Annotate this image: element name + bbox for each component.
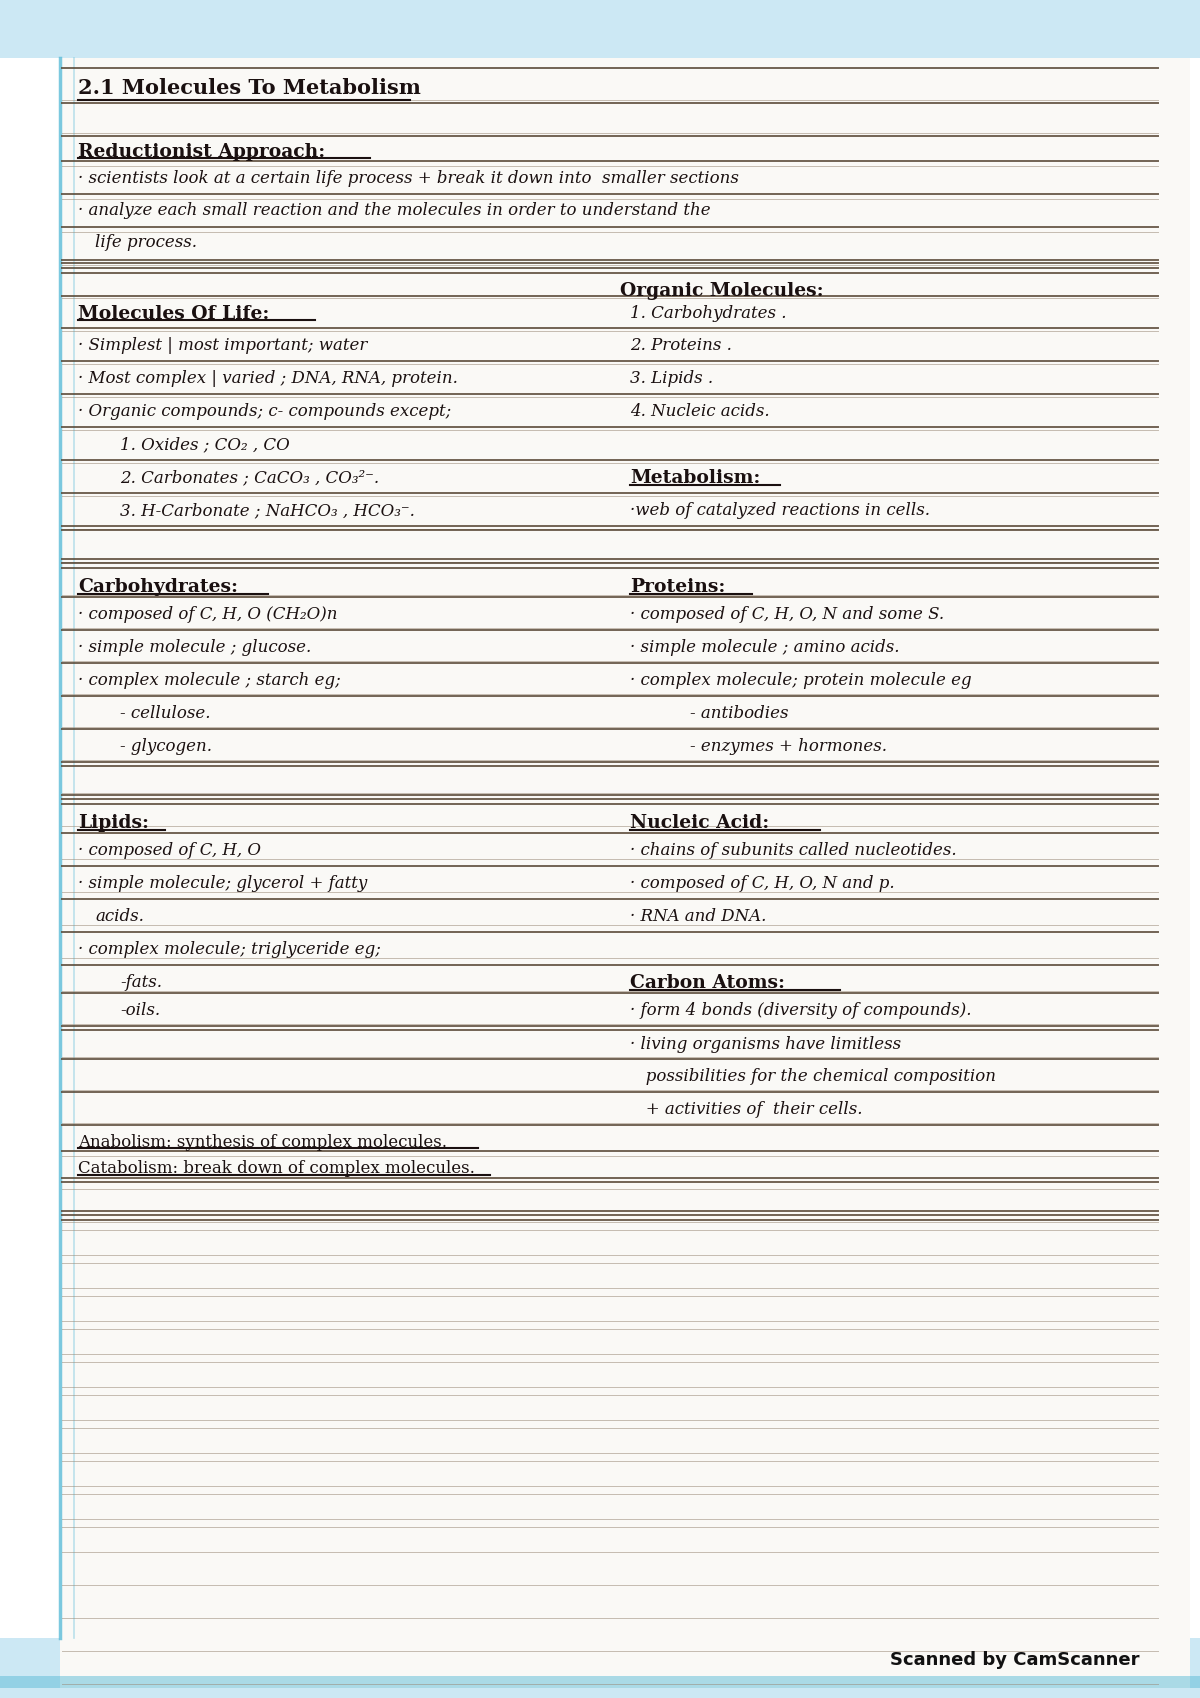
Text: + activities of  their cells.: + activities of their cells. (630, 1100, 863, 1117)
Text: ·web of catalyzed reactions in cells.: ·web of catalyzed reactions in cells. (630, 503, 930, 520)
Text: · composed of C, H, O, N and p.: · composed of C, H, O, N and p. (630, 874, 895, 891)
Bar (0, 1676, 1200, 1688)
Bar (0, 0, 1200, 58)
Text: 2.1 Molecules To Metabolism: 2.1 Molecules To Metabolism (78, 78, 421, 98)
Text: -oils.: -oils. (120, 1002, 160, 1019)
Text: · composed of C, H, O: · composed of C, H, O (78, 842, 262, 859)
Text: 2. Carbonates ; CaCO₃ , CO₃²⁻.: 2. Carbonates ; CaCO₃ , CO₃²⁻. (120, 469, 379, 486)
Text: Molecules Of Life:: Molecules Of Life: (78, 306, 269, 323)
Text: acids.: acids. (95, 908, 144, 925)
Text: Metabolism:: Metabolism: (630, 469, 761, 487)
Text: · form 4 bonds (diversity of compounds).: · form 4 bonds (diversity of compounds). (630, 1002, 972, 1019)
Text: Scanned by CamScanner: Scanned by CamScanner (890, 1650, 1140, 1669)
Text: Lipids:: Lipids: (78, 813, 149, 832)
Text: · complex molecule; protein molecule eg: · complex molecule; protein molecule eg (630, 672, 972, 689)
Text: 1. Carbohydrates .: 1. Carbohydrates . (630, 306, 786, 323)
Text: · chains of subunits called nucleotides.: · chains of subunits called nucleotides. (630, 842, 956, 859)
Text: - glycogen.: - glycogen. (120, 739, 212, 756)
Text: life process.: life process. (95, 234, 197, 251)
Text: · Simplest | most important; water: · Simplest | most important; water (78, 336, 367, 353)
Text: · simple molecule ; amino acids.: · simple molecule ; amino acids. (630, 638, 900, 655)
Text: Reductionist Approach:: Reductionist Approach: (78, 143, 325, 161)
Text: 2. Proteins .: 2. Proteins . (630, 336, 732, 353)
Text: - antibodies: - antibodies (690, 705, 788, 722)
Text: Anabolism: synthesis of complex molecules.: Anabolism: synthesis of complex molecule… (78, 1134, 446, 1151)
Text: 4. Nucleic acids.: 4. Nucleic acids. (630, 402, 769, 419)
Text: possibilities for the chemical composition: possibilities for the chemical compositi… (630, 1068, 996, 1085)
Text: · Most complex | varied ; DNA, RNA, protein.: · Most complex | varied ; DNA, RNA, prot… (78, 370, 458, 387)
Text: · scientists look at a certain life process + break it down into  smaller sectio: · scientists look at a certain life proc… (78, 170, 739, 187)
Text: · composed of C, H, O, N and some S.: · composed of C, H, O, N and some S. (630, 606, 944, 623)
Text: · living organisms have limitless: · living organisms have limitless (630, 1036, 901, 1053)
Text: · complex molecule ; starch eg;: · complex molecule ; starch eg; (78, 672, 341, 689)
Text: - enzymes + hormones.: - enzymes + hormones. (690, 739, 887, 756)
Text: · simple molecule; glycerol + fatty: · simple molecule; glycerol + fatty (78, 874, 367, 891)
Text: Carbohydrates:: Carbohydrates: (78, 577, 238, 596)
Text: 3. H-Carbonate ; NaHCO₃ , HCO₃⁻.: 3. H-Carbonate ; NaHCO₃ , HCO₃⁻. (120, 503, 415, 520)
Text: · simple molecule ; glucose.: · simple molecule ; glucose. (78, 638, 311, 655)
Text: · RNA and DNA.: · RNA and DNA. (630, 908, 767, 925)
Text: Nucleic Acid:: Nucleic Acid: (630, 813, 769, 832)
Text: Organic Molecules:: Organic Molecules: (620, 282, 823, 301)
Text: Proteins:: Proteins: (630, 577, 725, 596)
Text: · complex molecule; triglyceride eg;: · complex molecule; triglyceride eg; (78, 941, 380, 958)
Bar (0, 1639, 1200, 1698)
Text: · composed of C, H, O (CH₂O)n: · composed of C, H, O (CH₂O)n (78, 606, 337, 623)
Text: Carbon Atoms:: Carbon Atoms: (630, 975, 785, 992)
Text: - cellulose.: - cellulose. (120, 705, 210, 722)
Text: Catabolism: break down of complex molecules.: Catabolism: break down of complex molecu… (78, 1160, 475, 1177)
Text: · analyze each small reaction and the molecules in order to understand the: · analyze each small reaction and the mo… (78, 202, 710, 219)
Text: 3. Lipids .: 3. Lipids . (630, 370, 713, 387)
Text: 1. Oxides ; CO₂ , CO: 1. Oxides ; CO₂ , CO (120, 436, 289, 453)
Text: -fats.: -fats. (120, 975, 162, 992)
Text: · Organic compounds; c- compounds except;: · Organic compounds; c- compounds except… (78, 402, 451, 419)
